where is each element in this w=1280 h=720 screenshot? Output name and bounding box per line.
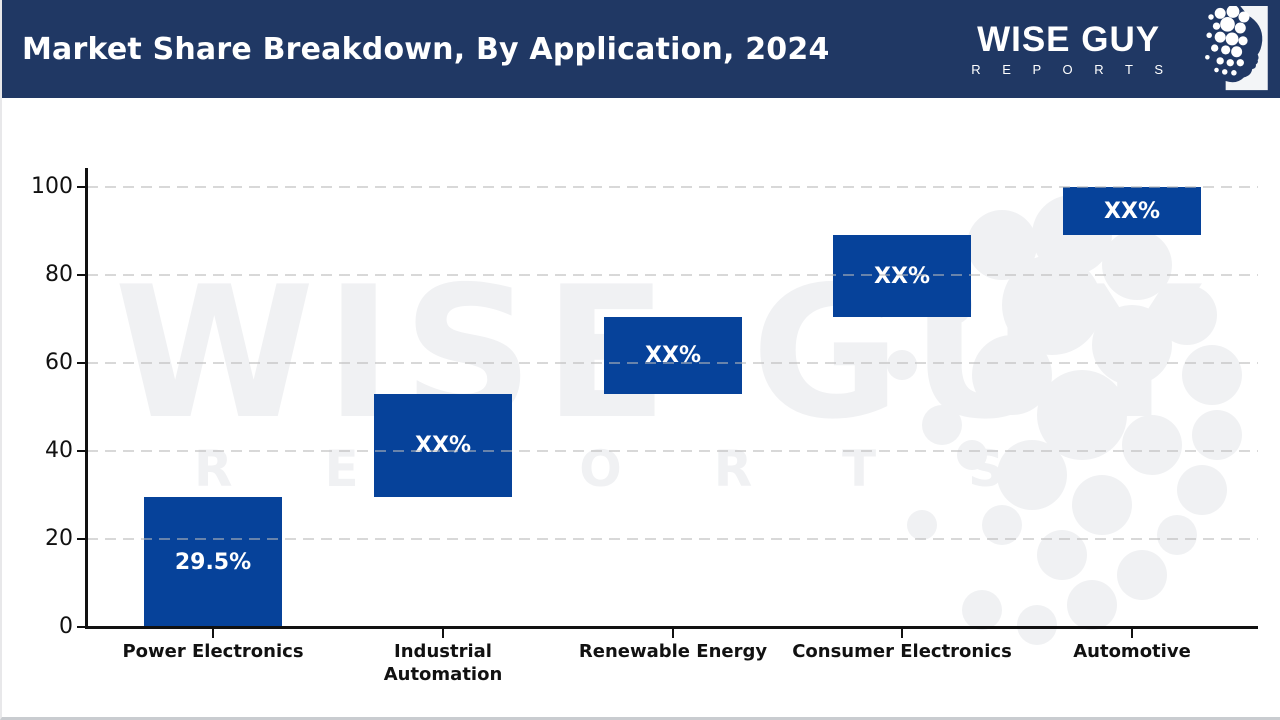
bar-segment: XX% [604, 316, 742, 394]
y-axis-tick [77, 538, 87, 540]
bar-segment: XX% [374, 393, 512, 498]
bar-value-label: XX% [874, 263, 930, 289]
x-axis-category-label: Industrial Automation [383, 641, 503, 685]
gridline [87, 362, 1258, 364]
wise-guy-reports-logo: WISE GUY R E P O R T S [965, 6, 1268, 92]
y-axis-tick [77, 362, 87, 364]
bar-segment: XX% [833, 235, 971, 317]
y-axis-tick [77, 186, 87, 188]
y-axis-tick-label: 20 [45, 526, 73, 551]
y-axis-tick [77, 626, 87, 628]
x-axis-category-label: Power Electronics [122, 641, 304, 662]
logo-text: WISE GUY R E P O R T S [965, 22, 1172, 76]
gridline [87, 186, 1258, 188]
x-axis-category-label: Automotive [1073, 641, 1191, 662]
chart-title: Market Share Breakdown, By Application, … [22, 31, 830, 67]
y-axis-line [85, 168, 88, 629]
gridline [87, 450, 1258, 452]
x-axis-line [85, 626, 1258, 629]
x-axis-tick [672, 629, 674, 638]
dotted-head-icon [1205, 6, 1268, 91]
x-axis-tick [212, 629, 214, 638]
bar-segment: XX% [1063, 187, 1201, 236]
bar-value-label: 29.5% [174, 549, 252, 575]
bar-segment: 29.5% [144, 497, 282, 627]
logo-subtitle: R E P O R T S [971, 62, 1172, 77]
x-axis-tick [442, 629, 444, 638]
y-axis-tick [77, 450, 87, 452]
header-band: Market Share Breakdown, By Application, … [2, 0, 1280, 98]
bar-value-label: XX% [415, 432, 471, 458]
y-axis-tick [77, 274, 87, 276]
y-axis-tick-label: 0 [59, 614, 73, 639]
gridline [87, 274, 1258, 276]
gridline [87, 538, 1258, 540]
logo-wordmark: WISE GUY [977, 20, 1161, 59]
y-axis-tick-label: 60 [45, 350, 73, 375]
x-axis-tick [1131, 629, 1133, 638]
bar-value-label: XX% [645, 342, 701, 368]
x-axis-category-label: Consumer Electronics [792, 641, 1012, 662]
bar-value-label: XX% [1104, 198, 1160, 224]
x-axis-category-label: Renewable Energy [578, 641, 768, 662]
x-axis-tick [901, 629, 903, 638]
y-axis-tick-label: 100 [31, 174, 73, 199]
y-axis-tick-label: 80 [45, 262, 73, 287]
y-axis-tick-label: 40 [45, 438, 73, 463]
